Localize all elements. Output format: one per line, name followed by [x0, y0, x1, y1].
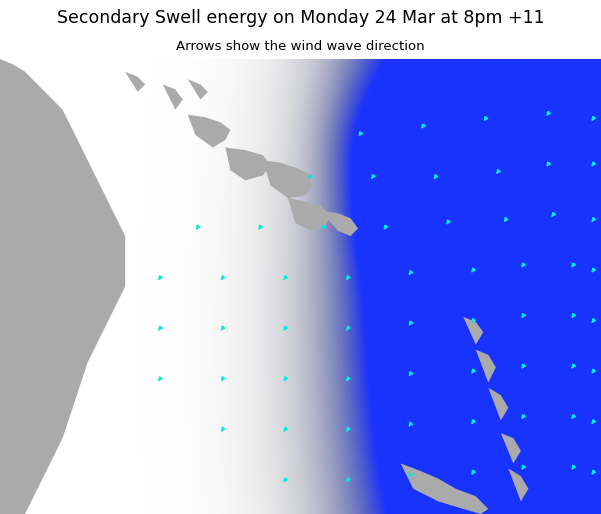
- Polygon shape: [225, 148, 270, 180]
- Polygon shape: [188, 79, 208, 100]
- Polygon shape: [320, 211, 358, 236]
- Text: Arrows show the wind wave direction: Arrows show the wind wave direction: [176, 40, 425, 52]
- Polygon shape: [508, 469, 528, 501]
- Polygon shape: [125, 72, 145, 92]
- Polygon shape: [488, 388, 508, 420]
- Polygon shape: [401, 464, 488, 514]
- Polygon shape: [0, 59, 125, 514]
- Polygon shape: [476, 350, 496, 382]
- Polygon shape: [288, 198, 331, 231]
- Polygon shape: [163, 84, 183, 109]
- Polygon shape: [263, 160, 313, 198]
- Polygon shape: [188, 115, 230, 148]
- Polygon shape: [463, 317, 483, 345]
- Polygon shape: [501, 433, 521, 464]
- Text: Secondary Swell energy on Monday 24 Mar at 8pm +11: Secondary Swell energy on Monday 24 Mar …: [56, 9, 545, 27]
